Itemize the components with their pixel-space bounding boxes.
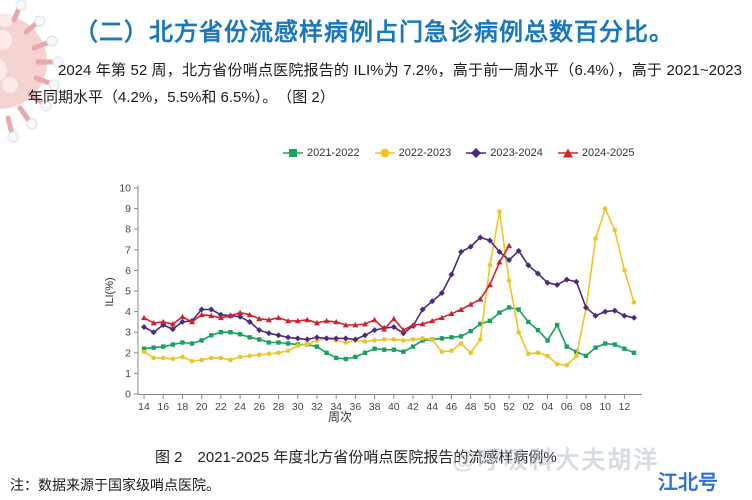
x-tick-label: 38 [369,401,381,413]
y-tick-labels: 0 1 2 3 4 5 6 7 8 9 10 [119,183,138,401]
legend-label: 2022-2023 [398,147,452,159]
legend-item-2022-2023: 2022-2023 [374,147,452,159]
legend-marker-square-icon [283,149,303,157]
y-axis-title: ILI(%) [104,277,116,306]
page-title: （二）北方省份流感样病例占门急诊病例总数百分比。 [74,19,674,46]
x-tick-label: 24 [234,401,246,413]
x-tick-label: 22 [215,401,227,413]
legend-item-2023-2024: 2023-2024 [466,147,543,159]
x-tick-label: 44 [426,401,438,413]
x-tick-label: 48 [465,401,477,413]
series-line-2024-2025 [143,244,510,331]
x-tick-label: 14 [138,401,150,413]
legend-label: 2024-2025 [581,147,635,159]
x-tick-label: 28 [273,401,285,413]
y-tick-label: 1 [125,368,131,380]
legend-marker-circle-icon [374,148,395,158]
x-axis-title: 周次 [328,410,352,424]
x-tick-label: 32 [311,401,323,413]
series-line-2021-2022 [143,306,635,360]
series-line-2022-2023 [143,207,635,366]
legend-label: 2023-2024 [490,147,543,159]
data-source-note: 注：数据来源于国家级哨点医院。 [10,477,220,493]
x-tick-label: 30 [292,401,304,413]
x-tick-label: 46 [446,401,458,413]
x-tick-label: 06 [561,401,573,413]
legend-marker-triangle-icon [557,148,578,158]
x-tick-label: 34 [330,401,342,413]
x-tick-label: 20 [196,401,208,413]
series-line-2023-2024 [143,236,635,341]
y-tick-label: 0 [125,389,131,401]
x-tick-label: 18 [177,401,189,413]
x-tick-label: 08 [580,401,592,413]
y-tick-label: 4 [125,306,131,318]
summary-paragraph: 2024 年第 52 周，北方省份哨点医院报告的 ILI%为 7.2%，高于前一… [28,62,742,106]
y-tick-label: 10 [119,183,131,195]
x-tick-label: 50 [484,401,496,413]
y-tick-label: 3 [125,327,131,339]
y-tick-label: 5 [125,286,131,298]
watermark-text: @呼吸科大夫胡洋 [452,447,660,474]
virus-decoration-image [0,0,64,143]
y-tick-label: 9 [125,203,131,215]
legend-item-2024-2025: 2024-2025 [557,147,635,159]
legend-label: 2021-2022 [307,147,360,159]
x-tick-label: 10 [599,401,611,413]
x-tick-labels: 14 16 18 20 22 24 26 28 30 32 34 36 38 40 42 44 46 48 50 52… [138,394,631,413]
series-markers-2023-2024 [141,234,637,343]
chart-legend: 2021-2022 2022-2023 2023-2024 2024-2025 [283,147,634,159]
x-tick-label: 36 [350,401,362,413]
legend-item-2021-2022: 2021-2022 [283,147,360,159]
y-tick-label: 2 [125,347,131,359]
x-tick-label: 04 [542,401,554,413]
y-tick-label: 6 [125,265,131,277]
publisher-badge: 江北号 [658,472,718,494]
series-markers-2021-2022 [141,305,637,362]
x-tick-label: 12 [619,401,631,413]
x-tick-label: 40 [388,401,400,413]
x-tick-label: 02 [522,401,534,413]
x-tick-label: 16 [157,401,169,413]
y-tick-label: 7 [125,244,131,256]
series-markers-2024-2025 [141,242,513,333]
x-tick-label: 42 [407,401,419,413]
x-tick-label: 26 [253,401,265,413]
x-tick-label: 52 [503,401,515,413]
legend-marker-diamond-icon [466,148,487,158]
figure-caption: 图 2 2021-2025 年度北方省份哨点医院报告的流感样病例% [155,449,557,466]
y-tick-label: 8 [125,224,131,236]
series-markers-2022-2023 [141,206,637,368]
